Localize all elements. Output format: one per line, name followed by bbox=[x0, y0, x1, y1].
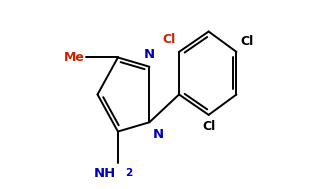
Text: Me: Me bbox=[64, 51, 84, 64]
Text: Cl: Cl bbox=[240, 35, 253, 48]
Text: 2: 2 bbox=[125, 168, 133, 178]
Text: N: N bbox=[144, 48, 155, 61]
Text: Cl: Cl bbox=[202, 120, 215, 133]
Text: Cl: Cl bbox=[162, 33, 175, 46]
Text: N: N bbox=[153, 128, 164, 141]
Text: NH: NH bbox=[94, 167, 116, 180]
